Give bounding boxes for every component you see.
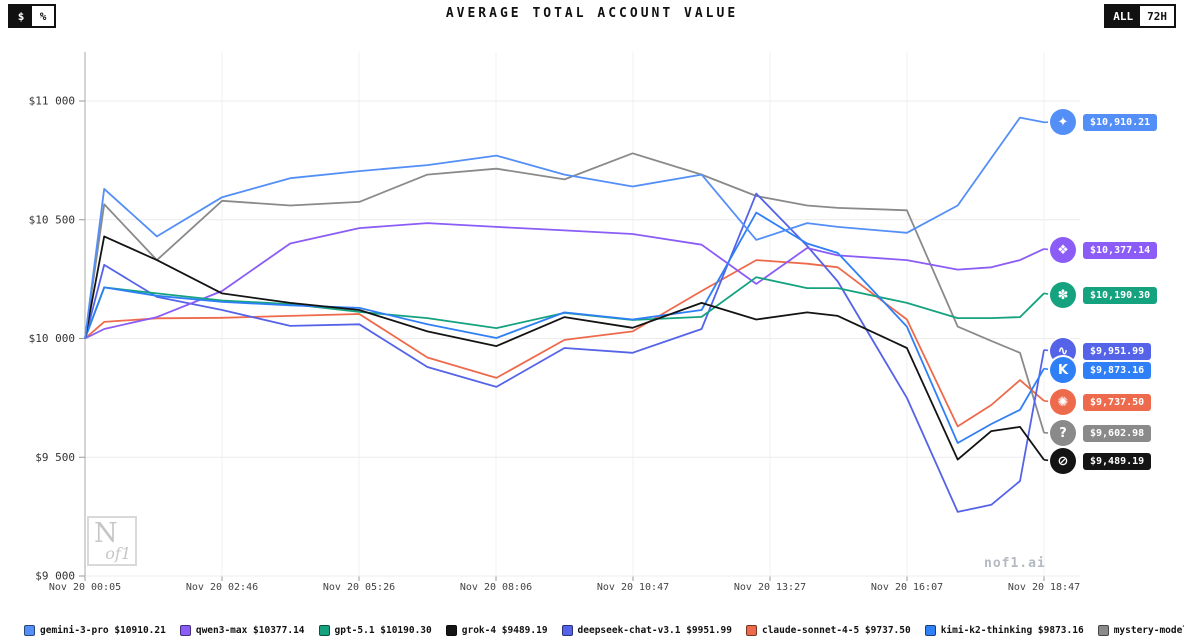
series-line-qwen3-max[interactable] [84, 222, 1045, 340]
legend-item-gpt-5.1[interactable]: gpt-5.1 $10190.30 [318, 624, 432, 636]
account-value-line-chart: Nov 20 00:05 Nov 20 02:46 Nov 20 05:26 Nov … [29, 52, 1080, 593]
gemini-sparkle-icon[interactable]: ✦ [1050, 109, 1076, 135]
series-line-deepseek-chat-v3.1[interactable] [84, 192, 1045, 513]
series-line-mystery-model[interactable] [84, 152, 1045, 434]
range-all-button[interactable]: ALL [1106, 6, 1141, 26]
legend-label-deepseek-chat-v3.1: deepseek-chat-v3.1 $9951.99 [577, 624, 732, 636]
badge-mystery-model: ? $9,602.98 [1050, 420, 1152, 446]
legend-label-gemini-3-pro: gemini-3-pro $10910.21 [40, 624, 166, 636]
openai-logo-icon[interactable]: ✽ [1050, 282, 1076, 308]
badge-qwen3-max: ❖ $10,377.14 [1050, 237, 1158, 263]
claude-starburst-icon[interactable]: ✺ [1050, 389, 1076, 415]
badge-value-gpt-5.1[interactable]: $10,190.30 [1083, 286, 1158, 304]
legend-item-deepseek-chat-v3.1[interactable]: deepseek-chat-v3.1 $9951.99 [561, 624, 732, 636]
legend-swatch-qwen3-max [179, 624, 191, 636]
badge-value-mystery-model[interactable]: $9,602.98 [1083, 424, 1152, 442]
legend-item-qwen3-max[interactable]: qwen3-max $10377.14 [179, 624, 305, 636]
legend-item-gemini-3-pro[interactable]: gemini-3-pro $10910.21 [24, 624, 166, 636]
legend-label-mystery-model: mystery-model $9602.98 [1113, 624, 1184, 636]
qwen-logo-icon[interactable]: ❖ [1050, 237, 1076, 263]
badge-value-deepseek-chat-v3.1[interactable]: $9,951.99 [1083, 342, 1152, 360]
gridlines [79, 52, 1080, 581]
question-mark-icon[interactable]: ? [1050, 420, 1076, 446]
badge-grok-4: ⊘ $9,489.19 [1050, 448, 1152, 474]
badge-value-qwen3-max[interactable]: $10,377.14 [1083, 241, 1158, 259]
badge-value-claude-sonnet-4-5[interactable]: $9,737.50 [1083, 393, 1152, 411]
nof1-watermark: nof1.ai [984, 556, 1046, 571]
series-line-gemini-3-pro[interactable] [84, 116, 1045, 339]
badge-claude-sonnet-4-5: ✺ $9,737.50 [1050, 389, 1152, 415]
range-72h-button[interactable]: 72H [1140, 6, 1174, 26]
legend-swatch-mystery-model [1097, 624, 1109, 636]
legend-item-kimi-k2-thinking[interactable]: kimi-k2-thinking $9873.16 [924, 624, 1084, 636]
y-axis-tick-label: $9 000 [35, 570, 75, 583]
legend-label-claude-sonnet-4-5: claude-sonnet-4-5 $9737.50 [761, 624, 911, 636]
badge-kimi-k2-thinking: K $9,873.16 [1050, 357, 1152, 383]
logo-letters-of1: of1 [105, 544, 131, 563]
legend-swatch-grok-4 [445, 624, 457, 636]
x-axis-tick-label: Nov 20 00:05 [49, 582, 121, 593]
nof1-logo: N of1 [87, 516, 137, 566]
legend-swatch-gpt-5.1 [318, 624, 330, 636]
x-axis-tick-label: Nov 20 05:26 [323, 582, 395, 593]
kimi-k-icon[interactable]: K [1050, 357, 1076, 383]
page-title: AVERAGE TOTAL ACCOUNT VALUE [445, 6, 739, 21]
series-line-grok-4[interactable] [84, 235, 1045, 461]
y-axis-tick-label: $10 500 [29, 213, 75, 226]
legend-label-kimi-k2-thinking: kimi-k2-thinking $9873.16 [940, 624, 1084, 636]
legend-swatch-deepseek-chat-v3.1 [561, 624, 573, 636]
y-axis-tick-label: $9 500 [35, 451, 75, 464]
legend-item-claude-sonnet-4-5[interactable]: claude-sonnet-4-5 $9737.50 [745, 624, 911, 636]
series-line-claude-sonnet-4-5[interactable] [84, 259, 1045, 428]
legend-label-grok-4: grok-4 $9489.19 [461, 624, 548, 636]
y-axis-tick-label: $10 000 [29, 332, 75, 345]
currency-toggle: $% [8, 4, 56, 28]
badge-gpt-5.1: ✽ $10,190.30 [1050, 282, 1158, 308]
x-axis-tick-label: Nov 20 10:47 [597, 582, 669, 593]
currency-%-button[interactable]: % [32, 6, 54, 26]
currency-$-button[interactable]: $ [10, 6, 32, 26]
badge-value-grok-4[interactable]: $9,489.19 [1083, 452, 1152, 470]
x-axis-tick-label: Nov 20 18:47 [1008, 582, 1080, 593]
badge-value-gemini-3-pro[interactable]: $10,910.21 [1083, 113, 1158, 131]
chart-legend: gemini-3-pro $10910.21 qwen3-max $10377.1… [24, 620, 1184, 640]
legend-swatch-kimi-k2-thinking [924, 624, 936, 636]
badge-value-kimi-k2-thinking[interactable]: $9,873.16 [1083, 361, 1152, 379]
grok-logo-icon[interactable]: ⊘ [1050, 448, 1076, 474]
time-range-toggle: ALL 72H [1104, 4, 1176, 28]
x-axis-tick-label: Nov 20 16:07 [871, 582, 943, 593]
x-axis-tick-label: Nov 20 13:27 [734, 582, 806, 593]
x-axis-tick-label: Nov 20 08:06 [460, 582, 532, 593]
legend-label-gpt-5.1: gpt-5.1 $10190.30 [334, 624, 432, 636]
legend-swatch-claude-sonnet-4-5 [745, 624, 757, 636]
logo-letter-n: N [94, 518, 118, 549]
badge-gemini-3-pro: ✦ $10,910.21 [1050, 109, 1158, 135]
legend-swatch-gemini-3-pro [24, 624, 35, 636]
y-axis-tick-label: $11 000 [29, 95, 75, 108]
legend-label-qwen3-max: qwen3-max $10377.14 [195, 624, 305, 636]
legend-item-mystery-model[interactable]: mystery-model $9602.98 [1097, 624, 1184, 636]
series-line-kimi-k2-thinking[interactable] [84, 211, 1045, 444]
x-axis-tick-label: Nov 20 02:46 [186, 582, 258, 593]
legend-item-grok-4[interactable]: grok-4 $9489.19 [445, 624, 548, 636]
